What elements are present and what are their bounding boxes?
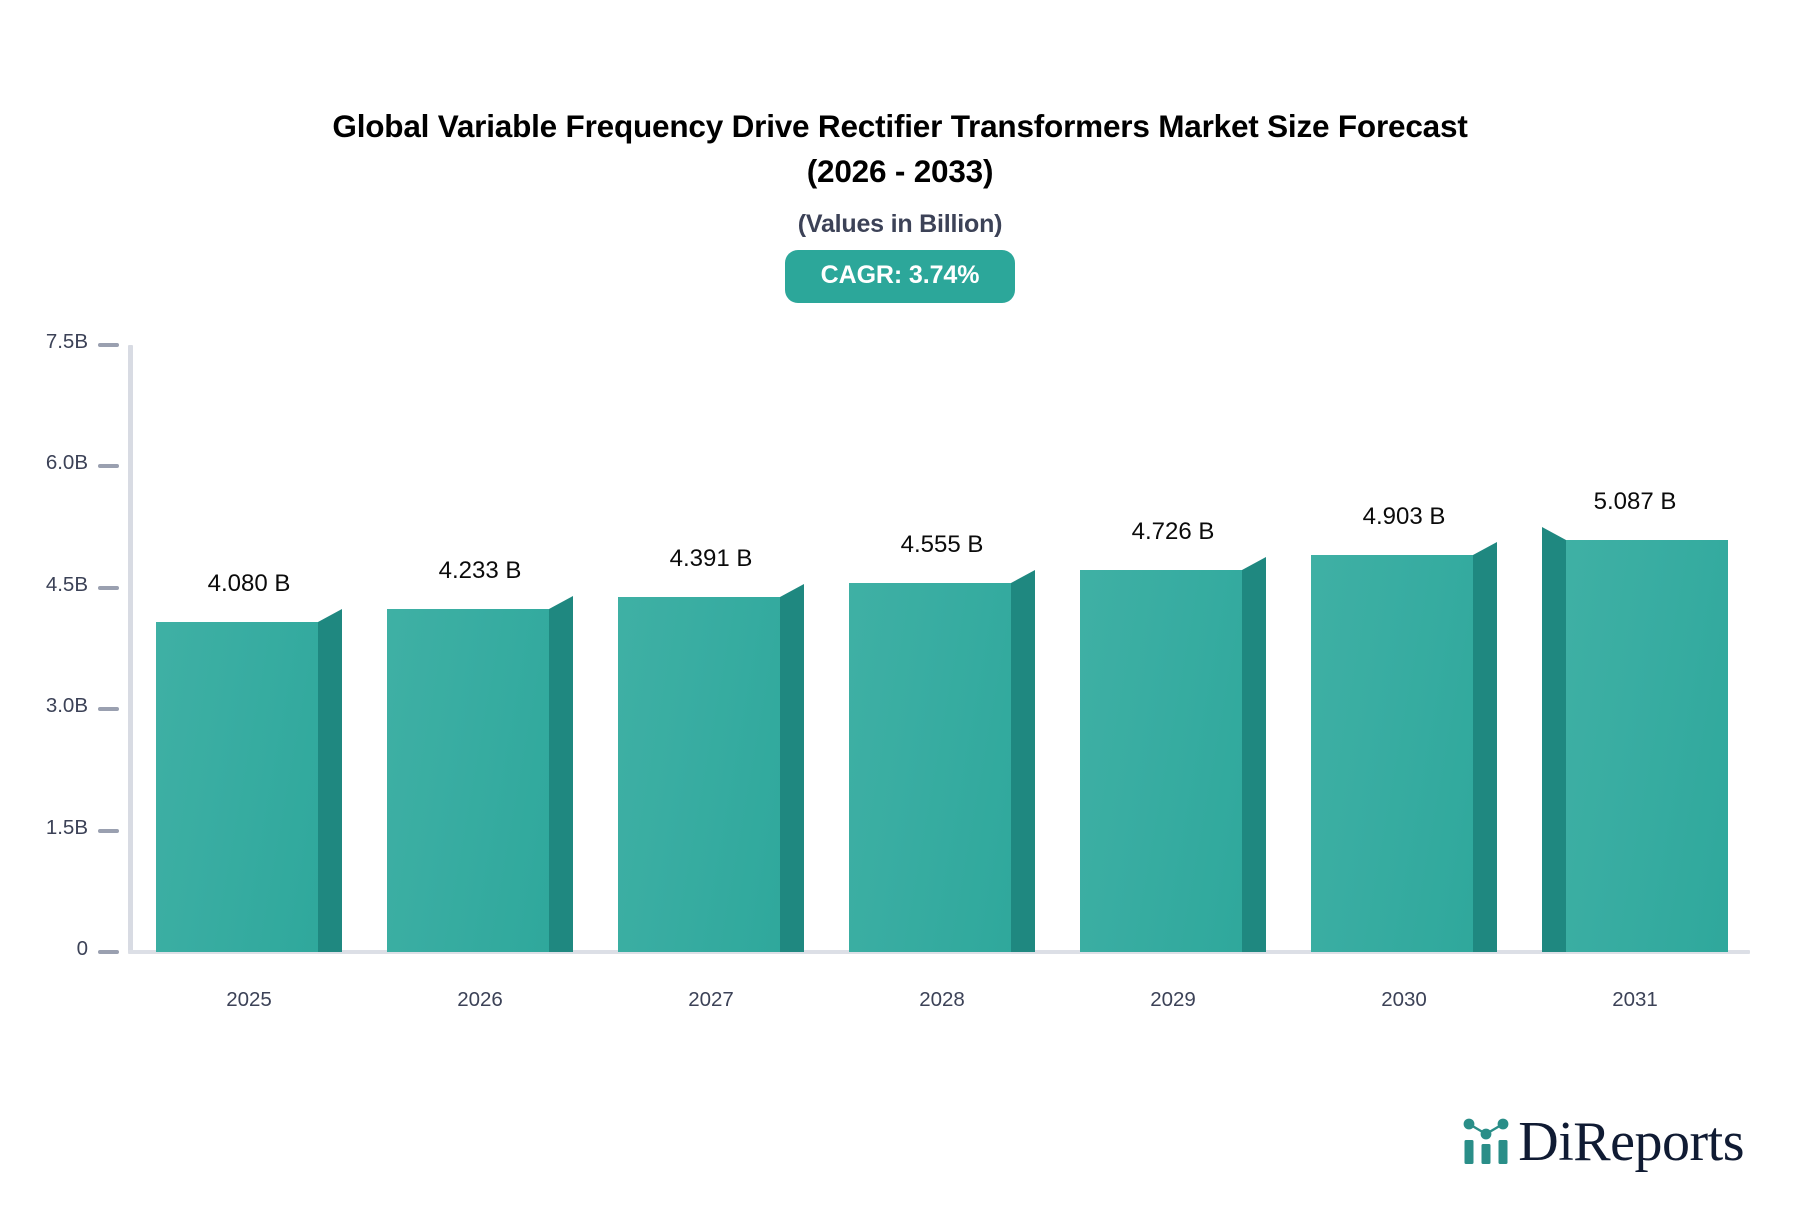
bar-side-face [1242, 557, 1266, 952]
bar-column[interactable]: 4.233 B [387, 345, 573, 952]
x-axis-baseline [128, 950, 1750, 954]
y-axis-tick-label: 6.0B [45, 451, 88, 475]
bar-series: 4.080 B 4.233 B 4.391 B 4.555 B 4.726 B 4.903… [133, 345, 1750, 952]
bar-side-face [1473, 542, 1497, 952]
y-axis-line [128, 345, 133, 952]
y-axis-tick-mark [98, 950, 119, 954]
bar-side-face [780, 584, 804, 952]
direports-logo: DiReports [1461, 1113, 1744, 1170]
x-axis-label-2027: 2027 [688, 988, 734, 1011]
page-title: Global Variable Frequency Drive Rectifie… [332, 108, 1468, 189]
x-axis-label-2029: 2029 [1150, 988, 1196, 1011]
y-axis-tick-label: 7.5B [45, 330, 88, 353]
y-axis-tick-label: 0 [76, 937, 88, 960]
y-axis-tick-mark [98, 707, 119, 712]
bar-value-label: 4.555 B [900, 531, 984, 558]
bar-2026[interactable] [387, 596, 573, 952]
x-axis-label-2030: 2030 [1381, 988, 1427, 1011]
bar-chart-line-icon [1461, 1113, 1511, 1170]
y-axis-tick-mark [98, 585, 119, 590]
bar-front-face [1566, 540, 1728, 952]
bar-front-face [387, 609, 549, 952]
y-axis-tick-label: 1.5B [45, 815, 88, 839]
y-axis-tick-mark [98, 828, 119, 833]
bar-front-face [618, 597, 780, 952]
bar-value-label: 5.087 B [1593, 488, 1677, 515]
cagr-badge: CAGR: 3.74% [784, 250, 1016, 304]
bar-2030[interactable] [1311, 542, 1497, 952]
bar-2028[interactable] [849, 570, 1035, 952]
y-axis-tick-label: 3.0B [45, 694, 88, 718]
bar-column[interactable]: 4.555 B [849, 345, 1035, 952]
bar-2025[interactable] [156, 609, 342, 952]
bar-column[interactable]: 5.087 B [1542, 345, 1728, 952]
bar-2031[interactable] [1542, 527, 1728, 952]
bar-side-face [318, 609, 342, 952]
bar-front-face [156, 622, 318, 952]
y-axis-tick-mark [98, 343, 119, 347]
y-axis-tick-label: 4.5B [45, 572, 88, 596]
bar-2029[interactable] [1080, 557, 1266, 952]
bar-side-face [1011, 570, 1035, 952]
bar-value-label: 4.726 B [1131, 518, 1215, 545]
bar-column[interactable]: 4.903 B [1311, 345, 1497, 952]
x-axis-label-2031: 2031 [1612, 988, 1658, 1011]
bar-front-face [1311, 555, 1473, 952]
chart-header: Global Variable Frequency Drive Rectifie… [0, 0, 1800, 304]
y-axis-tick-mark [98, 464, 119, 469]
x-axis-label-2026: 2026 [457, 988, 503, 1011]
chart-subtitle: (Values in Billion) [797, 210, 1003, 239]
bar-value-label: 4.903 B [1362, 503, 1446, 530]
bar-side-face [1542, 527, 1566, 952]
bar-value-label: 4.080 B [207, 570, 291, 597]
logo-text: DiReports [1518, 1110, 1744, 1173]
x-axis-label-2028: 2028 [919, 988, 965, 1011]
bar-front-face [849, 583, 1011, 952]
bar-column[interactable]: 4.391 B [618, 345, 804, 952]
bar-column[interactable]: 4.080 B [156, 345, 342, 952]
x-axis-label-2025: 2025 [226, 988, 272, 1011]
bar-front-face [1080, 570, 1242, 952]
bar-2027[interactable] [618, 584, 804, 952]
bar-value-label: 4.233 B [438, 557, 522, 584]
bar-value-label: 4.391 B [669, 545, 753, 572]
cagr-badge-wrapper: CAGR: 3.74% [0, 250, 1800, 304]
bar-side-face [549, 596, 573, 952]
bar-column[interactable]: 4.726 B [1080, 345, 1266, 952]
